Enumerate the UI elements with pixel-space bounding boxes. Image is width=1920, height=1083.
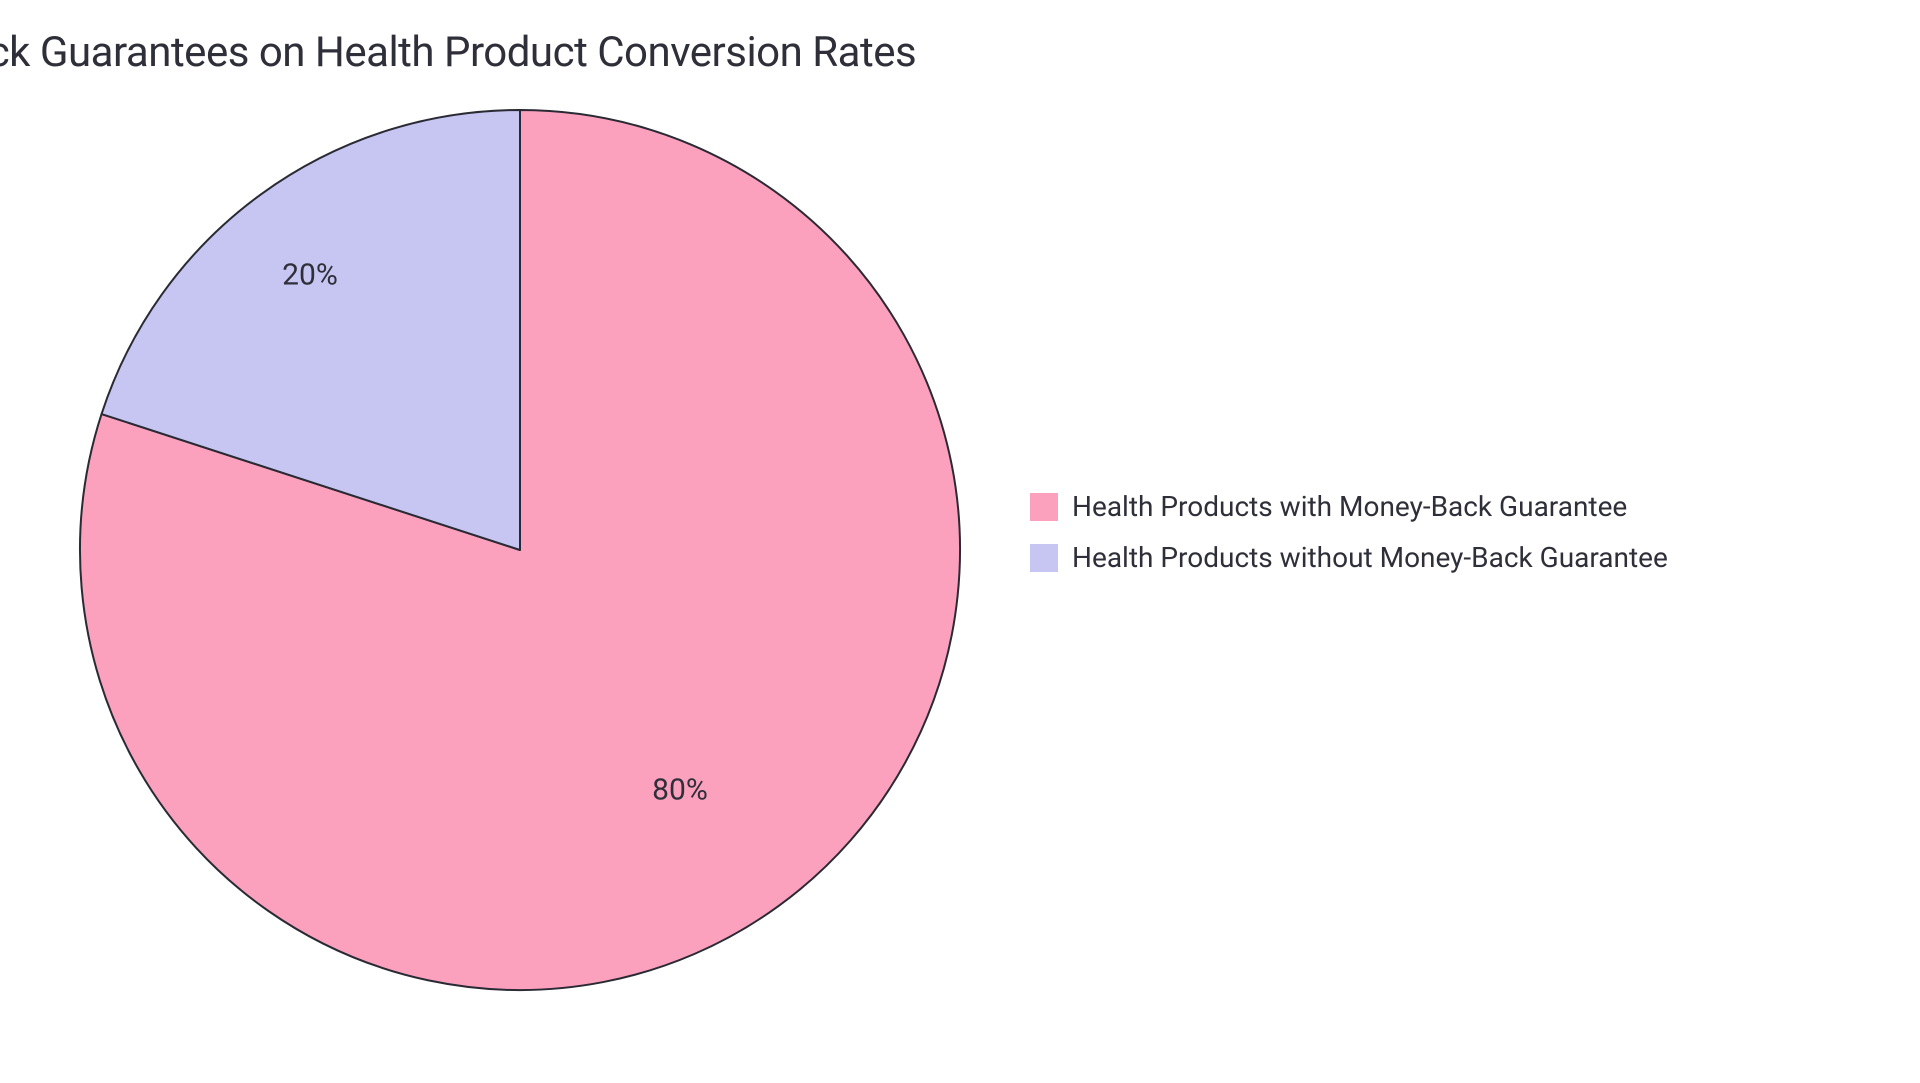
- legend-label-0: Health Products with Money-Back Guarante…: [1072, 490, 1627, 523]
- legend-label-1: Health Products without Money-Back Guara…: [1072, 541, 1668, 574]
- legend-item-0: Health Products with Money-Back Guarante…: [1030, 490, 1668, 523]
- slice-label-0: 80%: [652, 773, 708, 808]
- legend-item-1: Health Products without Money-Back Guara…: [1030, 541, 1668, 574]
- legend-swatch-0: [1030, 493, 1058, 521]
- pie-svg: [76, 106, 964, 994]
- legend: Health Products with Money-Back Guarante…: [1030, 490, 1668, 574]
- pie-chart: [76, 106, 964, 998]
- slice-label-1: 20%: [282, 258, 338, 293]
- chart-title: ney-Back Guarantees on Health Product Co…: [0, 28, 916, 77]
- legend-swatch-1: [1030, 544, 1058, 572]
